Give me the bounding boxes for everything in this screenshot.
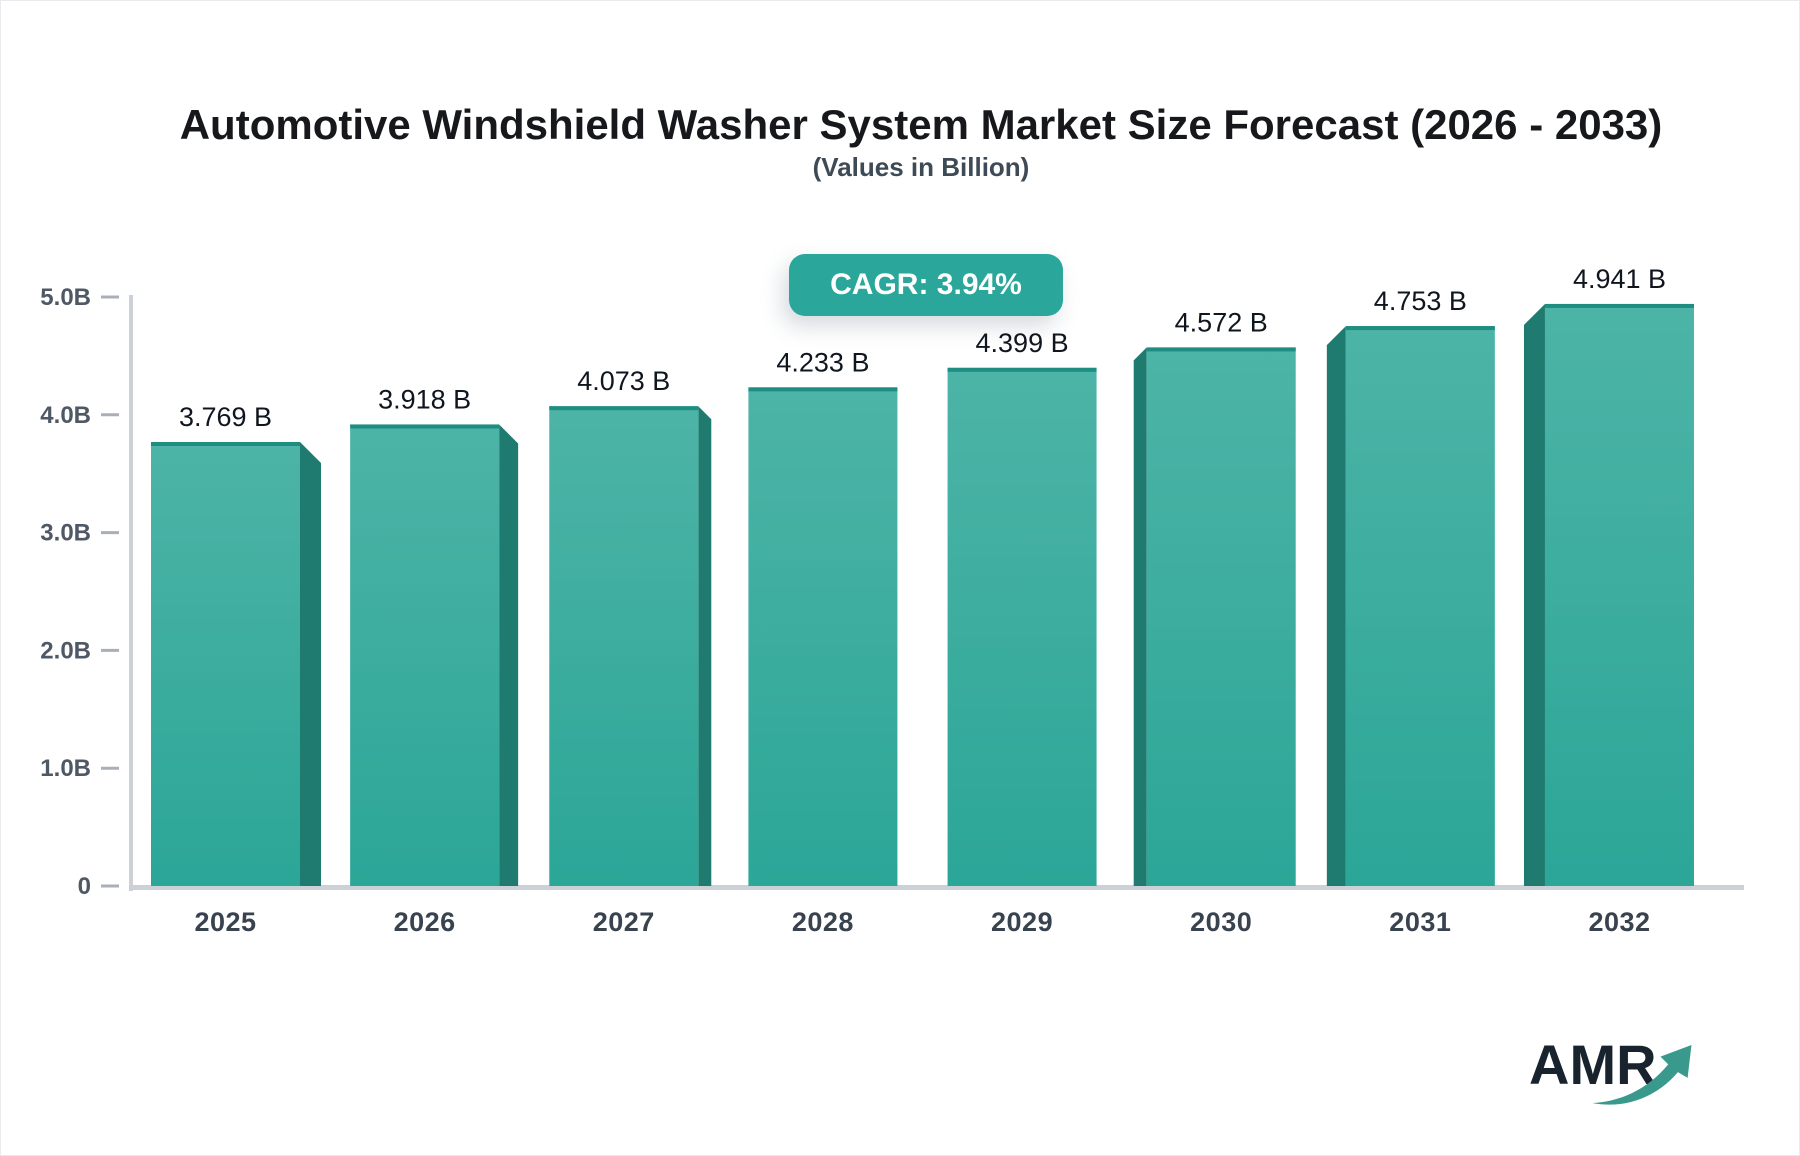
bar-side-face — [499, 424, 519, 886]
bar-top-edge — [350, 424, 500, 429]
y-tick-label: 1.0B — [40, 755, 91, 782]
bar-value-label: 4.399 B — [976, 328, 1069, 358]
bar — [748, 387, 898, 886]
bar-side-face — [1133, 347, 1147, 886]
bar — [947, 367, 1097, 886]
cagr-badge: CAGR: 3.94% — [789, 254, 1063, 316]
x-tick-label: 2031 — [1389, 907, 1451, 937]
y-tick-label: 3.0B — [40, 520, 91, 547]
bar — [549, 406, 699, 886]
x-axis-line — [129, 885, 1744, 890]
y-tick-label: 0 — [78, 873, 91, 900]
bar-top-edge — [947, 367, 1097, 372]
x-tick-label: 2025 — [194, 907, 256, 937]
brand-logo-text: AMR — [1529, 1033, 1657, 1096]
y-tick-label: 5.0B — [40, 284, 91, 311]
x-tick-label: 2027 — [593, 907, 655, 937]
bar — [1544, 303, 1694, 886]
trend-up-arrow-icon — [1592, 1044, 1692, 1105]
chart-title: Automotive Windshield Washer System Mark… — [179, 101, 1663, 148]
trend-up-arrow-path — [1592, 1044, 1692, 1105]
bar-value-label: 4.073 B — [577, 366, 670, 396]
bar-top-edge — [748, 387, 898, 392]
brand-logo: AMR — [1529, 1037, 1709, 1107]
bar-side-face — [698, 406, 712, 886]
bar-top-edge — [549, 406, 699, 411]
x-tick-label: 2029 — [991, 907, 1053, 937]
bar — [151, 442, 300, 886]
bar — [1345, 326, 1495, 887]
x-tick-label: 2032 — [1588, 907, 1650, 937]
bar-top-edge — [1345, 326, 1495, 331]
chart-subtitle: (Values in Billion) — [812, 152, 1030, 182]
bar-top-edge — [1146, 347, 1296, 352]
bar-value-label: 3.769 B — [179, 402, 272, 432]
y-axis-line — [129, 295, 133, 891]
bar-top-edge — [151, 442, 300, 447]
bar-value-label: 4.941 B — [1573, 264, 1666, 294]
y-tick-label: 2.0B — [40, 637, 91, 664]
x-tick-label: 2030 — [1190, 907, 1252, 937]
y-tick-label: 4.0B — [40, 402, 91, 429]
bar — [350, 424, 500, 886]
bar-side-face — [1523, 303, 1545, 886]
x-tick-label: 2026 — [394, 907, 456, 937]
bar-value-label: 3.918 B — [378, 384, 471, 414]
bar-value-label: 4.572 B — [1175, 307, 1268, 337]
x-tick-label: 2028 — [792, 907, 854, 937]
bar-top-edge — [1544, 303, 1694, 308]
bar-value-label: 4.753 B — [1374, 286, 1467, 316]
bar-side-face — [300, 442, 321, 886]
bar — [1146, 347, 1296, 886]
bar-value-label: 4.233 B — [776, 347, 869, 377]
bar-side-face — [1326, 326, 1346, 887]
